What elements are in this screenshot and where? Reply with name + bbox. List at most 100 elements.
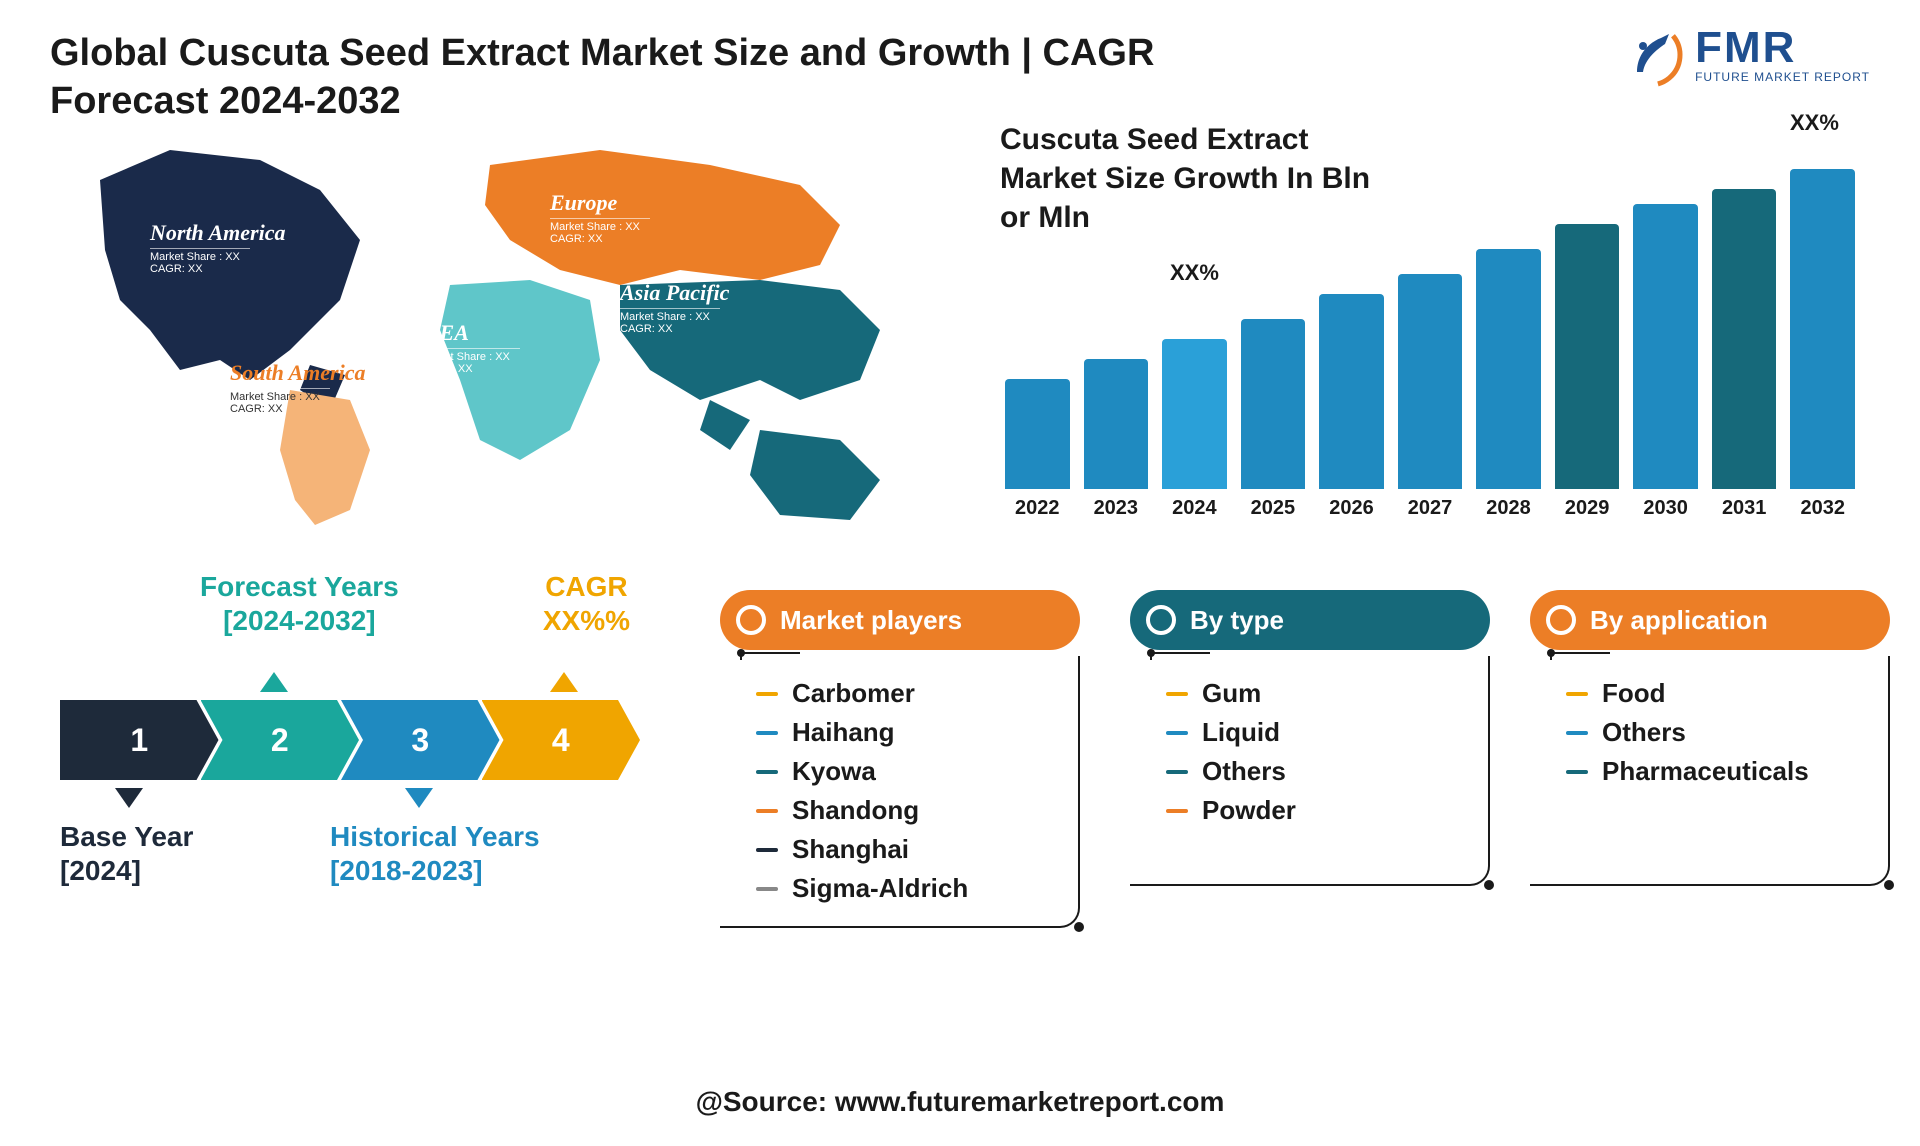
bar-year-label: 2024 <box>1172 497 1217 520</box>
category-item-label: Carbomer <box>792 678 915 709</box>
category-item: Sigma-Aldrich <box>756 869 1058 908</box>
category-body: Carbomer Haihang Kyowa Shandong Shanghai Sigm… <box>720 656 1080 928</box>
tick-icon <box>1166 692 1188 696</box>
category-item-label: Kyowa <box>792 756 876 787</box>
category-item-label: Powder <box>1202 795 1296 826</box>
timeline-seg-2: 2 <box>201 700 360 780</box>
tick-icon <box>756 809 778 813</box>
category-item-label: Sigma-Aldrich <box>792 873 968 904</box>
bar-2029: 2029 <box>1555 224 1620 520</box>
cagr-sub: XX%% <box>543 605 630 636</box>
forecast-label: Forecast Years <box>200 571 399 602</box>
forecast-pointer-icon <box>260 672 288 692</box>
category-item-label: Food <box>1602 678 1666 709</box>
bar-rect <box>1005 379 1070 489</box>
category-item-label: Shanghai <box>792 834 909 865</box>
region-label-eu: EuropeMarket Share : XXCAGR: XX <box>550 190 650 245</box>
bar-rect <box>1476 249 1541 489</box>
logo-icon <box>1615 20 1685 90</box>
bar-2027: 2027 <box>1398 274 1463 520</box>
tick-icon <box>1566 770 1588 774</box>
category-body: Gum Liquid Others Powder <box>1130 656 1490 886</box>
page-title: Global Cuscuta Seed Extract Market Size … <box>50 30 1250 125</box>
region-label-ap: Asia PacificMarket Share : XXCAGR: XX <box>620 280 729 335</box>
category-item: Shanghai <box>756 830 1058 869</box>
hist-pointer-icon <box>405 788 433 808</box>
bar-rect <box>1555 224 1620 489</box>
tick-icon <box>756 887 778 891</box>
bar-year-label: 2026 <box>1329 497 1374 520</box>
bar-2023: 2023 <box>1084 359 1149 520</box>
tick-icon <box>756 848 778 852</box>
bar-2032: 2032 <box>1790 169 1855 520</box>
cagr-label: CAGR <box>545 571 627 602</box>
bar-2031: 2031 <box>1712 189 1777 520</box>
category-item-label: Others <box>1202 756 1286 787</box>
timeline-seg-1: 1 <box>60 700 219 780</box>
hist-label: Historical Years <box>330 821 540 852</box>
region-label-mea: MEAMarket Share : XXCAGR: XX <box>420 320 520 375</box>
hist-sub: [2018-2023] <box>330 855 483 886</box>
category-item-label: Others <box>1602 717 1686 748</box>
chart-annotation-0: XX% <box>1170 260 1219 286</box>
category-panel-0: Market players Carbomer Haihang Kyowa Shando… <box>720 590 1080 928</box>
category-header: Market players <box>720 590 1080 650</box>
region-label-na: North AmericaMarket Share : XXCAGR: XX <box>150 220 285 275</box>
bar-year-label: 2029 <box>1565 497 1610 520</box>
bar-rect <box>1790 169 1855 489</box>
growth-bar-chart: Cuscuta Seed Extract Market Size Growth … <box>1000 120 1860 520</box>
category-header: By type <box>1130 590 1490 650</box>
timeline-seg-4: 4 <box>482 700 641 780</box>
tick-icon <box>1566 731 1588 735</box>
bar-year-label: 2022 <box>1015 497 1060 520</box>
category-item-label: Haihang <box>792 717 895 748</box>
category-item: Others <box>1566 713 1868 752</box>
base-sub: [2024] <box>60 855 141 886</box>
source-attribution: @Source: www.futuremarketreport.com <box>0 1086 1920 1118</box>
bar-rect <box>1241 319 1306 489</box>
tick-icon <box>1166 731 1188 735</box>
bar-rect <box>1084 359 1149 489</box>
category-item-label: Liquid <box>1202 717 1280 748</box>
bar-year-label: 2028 <box>1486 497 1531 520</box>
bar-rect <box>1712 189 1777 489</box>
bar-2028: 2028 <box>1476 249 1541 520</box>
bar-rect <box>1633 204 1698 489</box>
logo-text-main: FMR <box>1695 26 1870 70</box>
bar-2022: 2022 <box>1005 379 1070 520</box>
bar-year-label: 2027 <box>1408 497 1453 520</box>
category-item: Carbomer <box>756 674 1058 713</box>
bar-2024: 2024 <box>1162 339 1227 520</box>
tick-icon <box>756 770 778 774</box>
bar-rect <box>1162 339 1227 489</box>
tick-icon <box>756 731 778 735</box>
category-item-label: Pharmaceuticals <box>1602 756 1809 787</box>
timeline-infographic: Forecast Years [2024-2032] CAGR XX%% 123… <box>60 570 640 910</box>
bar-2026: 2026 <box>1319 294 1384 520</box>
category-item-label: Shandong <box>792 795 919 826</box>
bar-2030: 2030 <box>1633 204 1698 520</box>
bar-2025: 2025 <box>1241 319 1306 520</box>
category-item: Gum <box>1166 674 1468 713</box>
fmr-logo: FMR FUTURE MARKET REPORT <box>1615 20 1870 90</box>
category-item: Haihang <box>756 713 1058 752</box>
category-item: Kyowa <box>756 752 1058 791</box>
base-pointer-icon <box>115 788 143 808</box>
bar-year-label: 2030 <box>1643 497 1688 520</box>
forecast-sub: [2024-2032] <box>223 605 376 636</box>
region-label-sa: South AmericaMarket Share : XXCAGR: XX <box>230 360 366 415</box>
category-item: Food <box>1566 674 1868 713</box>
bar-year-label: 2025 <box>1251 497 1296 520</box>
category-item: Others <box>1166 752 1468 791</box>
bar-year-label: 2032 <box>1800 497 1845 520</box>
chart-annotation-1: XX% <box>1790 110 1839 136</box>
category-item: Pharmaceuticals <box>1566 752 1868 791</box>
cagr-pointer-icon <box>550 672 578 692</box>
category-body: Food Others Pharmaceuticals <box>1530 656 1890 886</box>
category-item: Shandong <box>756 791 1058 830</box>
category-panel-1: By type Gum Liquid Others Powder <box>1130 590 1490 886</box>
bar-rect <box>1398 274 1463 489</box>
tick-icon <box>1566 692 1588 696</box>
timeline-seg-3: 3 <box>341 700 500 780</box>
category-header: By application <box>1530 590 1890 650</box>
